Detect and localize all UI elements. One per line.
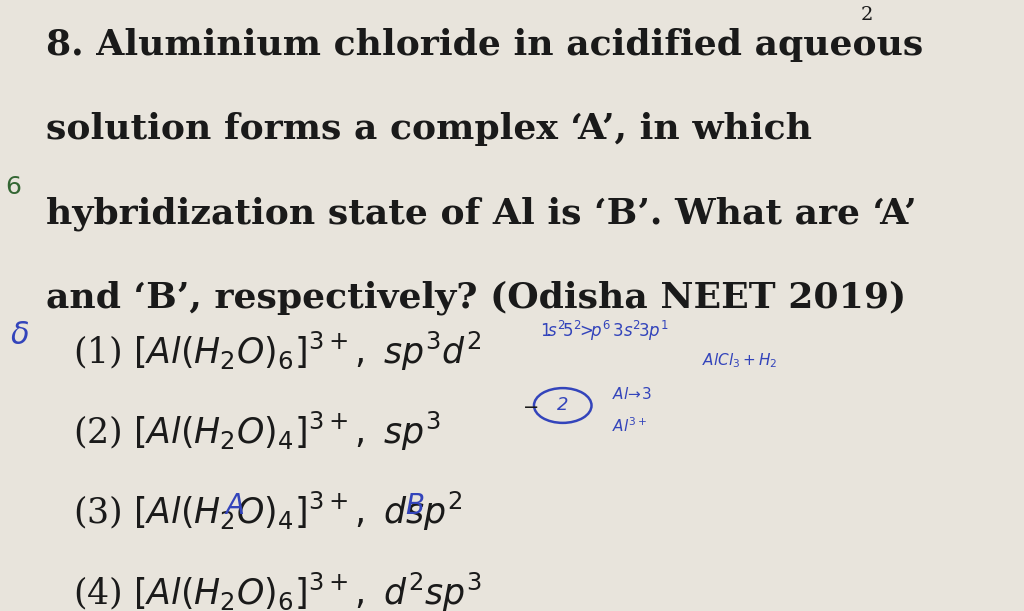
Text: $AlCl_3 + H_2$: $AlCl_3 + H_2$	[702, 351, 777, 370]
Text: $1\!s^2\!5^2\!\!>\!\!p^6\,3s^2\!3p^1$: $1\!s^2\!5^2\!\!>\!\!p^6\,3s^2\!3p^1$	[541, 318, 669, 343]
Text: hybridization state of Al is ‘B’. What are ‘A’: hybridization state of Al is ‘B’. What a…	[46, 196, 916, 231]
Text: 2: 2	[557, 397, 568, 414]
Text: $Al\!\rightarrow\!3$: $Al\!\rightarrow\!3$	[612, 387, 652, 403]
Text: (4) $[Al(H_2O)_6]^{3+},\ d^2sp^3$: (4) $[Al(H_2O)_6]^{3+},\ d^2sp^3$	[73, 571, 481, 611]
Text: $-$: $-$	[522, 396, 539, 415]
Text: (3) $[Al(H_2O)_4]^{3+},\ dsp^2$: (3) $[Al(H_2O)_4]^{3+},\ dsp^2$	[73, 490, 462, 533]
Text: $A$: $A$	[224, 492, 245, 519]
Text: and ‘B’, respectively? (Odisha NEET 2019): and ‘B’, respectively? (Odisha NEET 2019…	[46, 280, 906, 315]
Text: $Al^{3+}$: $Al^{3+}$	[612, 416, 647, 435]
Text: $\mathit{6}$: $\mathit{6}$	[5, 175, 22, 199]
Text: $B$: $B$	[404, 492, 424, 519]
Text: 2: 2	[860, 6, 873, 24]
Text: (1) $[Al(H_2O)_6]^{3+},\ sp^3d^2$: (1) $[Al(H_2O)_6]^{3+},\ sp^3d^2$	[73, 329, 481, 373]
Text: 8. Aluminium chloride in acidified aqueous: 8. Aluminium chloride in acidified aqueo…	[46, 28, 923, 62]
Text: (2) $[Al(H_2O)_4]^{3+},\ sp^3$: (2) $[Al(H_2O)_4]^{3+},\ sp^3$	[73, 410, 440, 453]
Text: solution forms a complex ‘A’, in which: solution forms a complex ‘A’, in which	[46, 112, 812, 146]
Text: $\delta$: $\delta$	[9, 321, 29, 350]
